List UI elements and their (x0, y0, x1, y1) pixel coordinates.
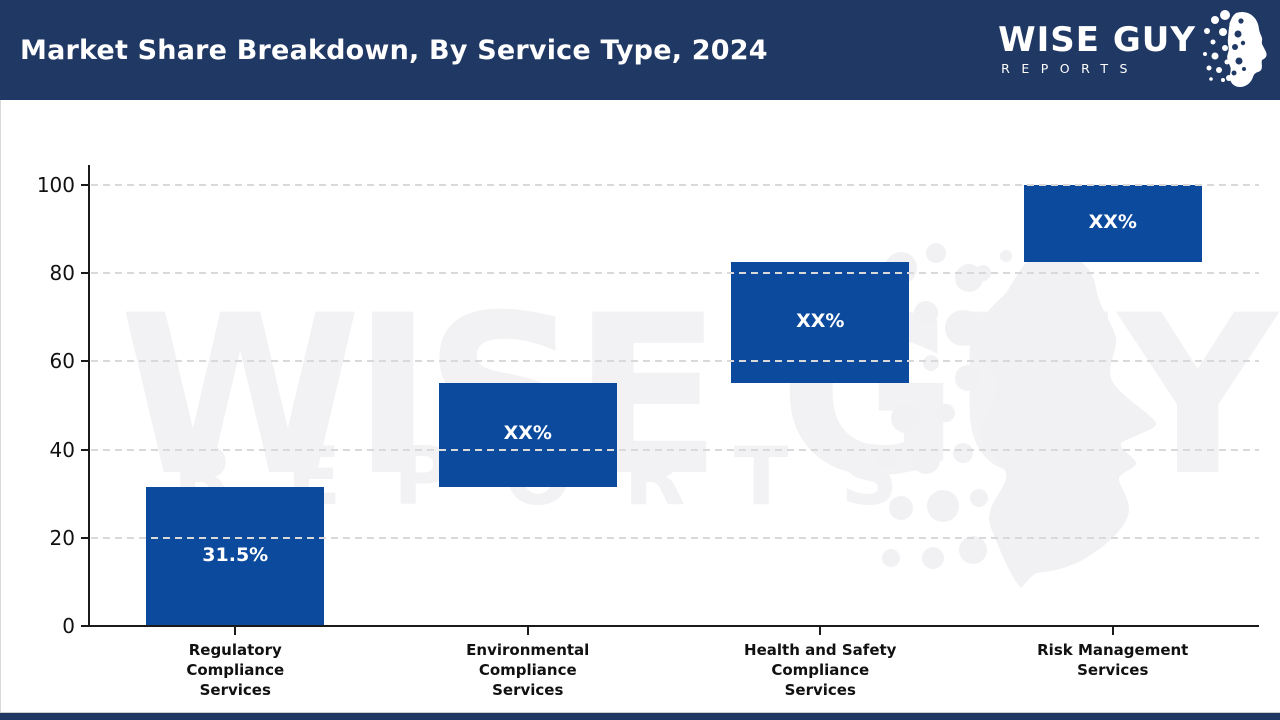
chart-title: Market Share Breakdown, By Service Type,… (20, 34, 768, 66)
logo-wordmark-line1: WISE GUY (998, 20, 1196, 60)
bar-value-label-2: XX% (503, 422, 552, 445)
bar-1 (146, 487, 325, 626)
x-tick-mark-2 (526, 627, 529, 635)
watermark-head-icon (875, 243, 1157, 588)
bar-2 (438, 383, 617, 488)
gridline-60 (91, 360, 1259, 363)
y-tick-mark-100 (81, 184, 89, 186)
header-bar: Market Share Breakdown, By Service Type,… (0, 0, 1280, 100)
x-category-label-1: Regulatory Compliance Services (186, 641, 285, 699)
y-tick-label-60: 60 (49, 349, 75, 374)
gridline-20 (91, 536, 1259, 539)
y-tick-label-20: 20 (49, 525, 75, 550)
logo-wordmark-line2: REPORTS (1001, 61, 1139, 76)
y-tick-mark-20 (81, 536, 89, 539)
bar-4 (1023, 185, 1202, 263)
logo-wordmark: WISE GUY REPORTS (998, 22, 1196, 78)
y-tick-mark-80 (81, 272, 89, 275)
bar-value-label-4: XX% (1088, 210, 1137, 233)
chart-area: WISE GUY REPORTS 02040608010031.5%Regula… (0, 100, 1280, 713)
y-tick-label-40: 40 (49, 437, 75, 462)
x-tick-mark-1 (234, 627, 237, 635)
y-tick-label-80: 80 (49, 261, 75, 286)
y-tick-mark-60 (81, 360, 89, 363)
y-tick-label-100: 100 (36, 173, 75, 197)
bar-value-label-1: 31.5% (202, 543, 269, 566)
x-category-label-4: Risk Management Services (1037, 641, 1189, 679)
x-tick-mark-4 (1111, 627, 1114, 635)
x-category-label-3: Health and Safety Compliance Services (744, 641, 897, 699)
y-tick-mark-40 (81, 448, 89, 451)
x-category-label-2: Environmental Compliance Services (466, 641, 590, 699)
y-tick-mark-0 (81, 625, 89, 627)
logo-head-icon (1203, 10, 1267, 88)
x-tick-mark-3 (819, 627, 822, 635)
bar-value-label-3: XX% (796, 309, 845, 332)
footer-bar (0, 712, 1280, 720)
brand-logo: WISE GUY REPORTS (998, 0, 1272, 100)
x-axis-spine (88, 625, 1259, 627)
bar-3 (731, 262, 910, 384)
y-axis-spine (88, 165, 90, 627)
gridline-80 (91, 272, 1259, 275)
gridline-100 (91, 184, 1259, 186)
y-tick-label-0: 0 (62, 614, 75, 638)
gridline-40 (91, 448, 1259, 451)
